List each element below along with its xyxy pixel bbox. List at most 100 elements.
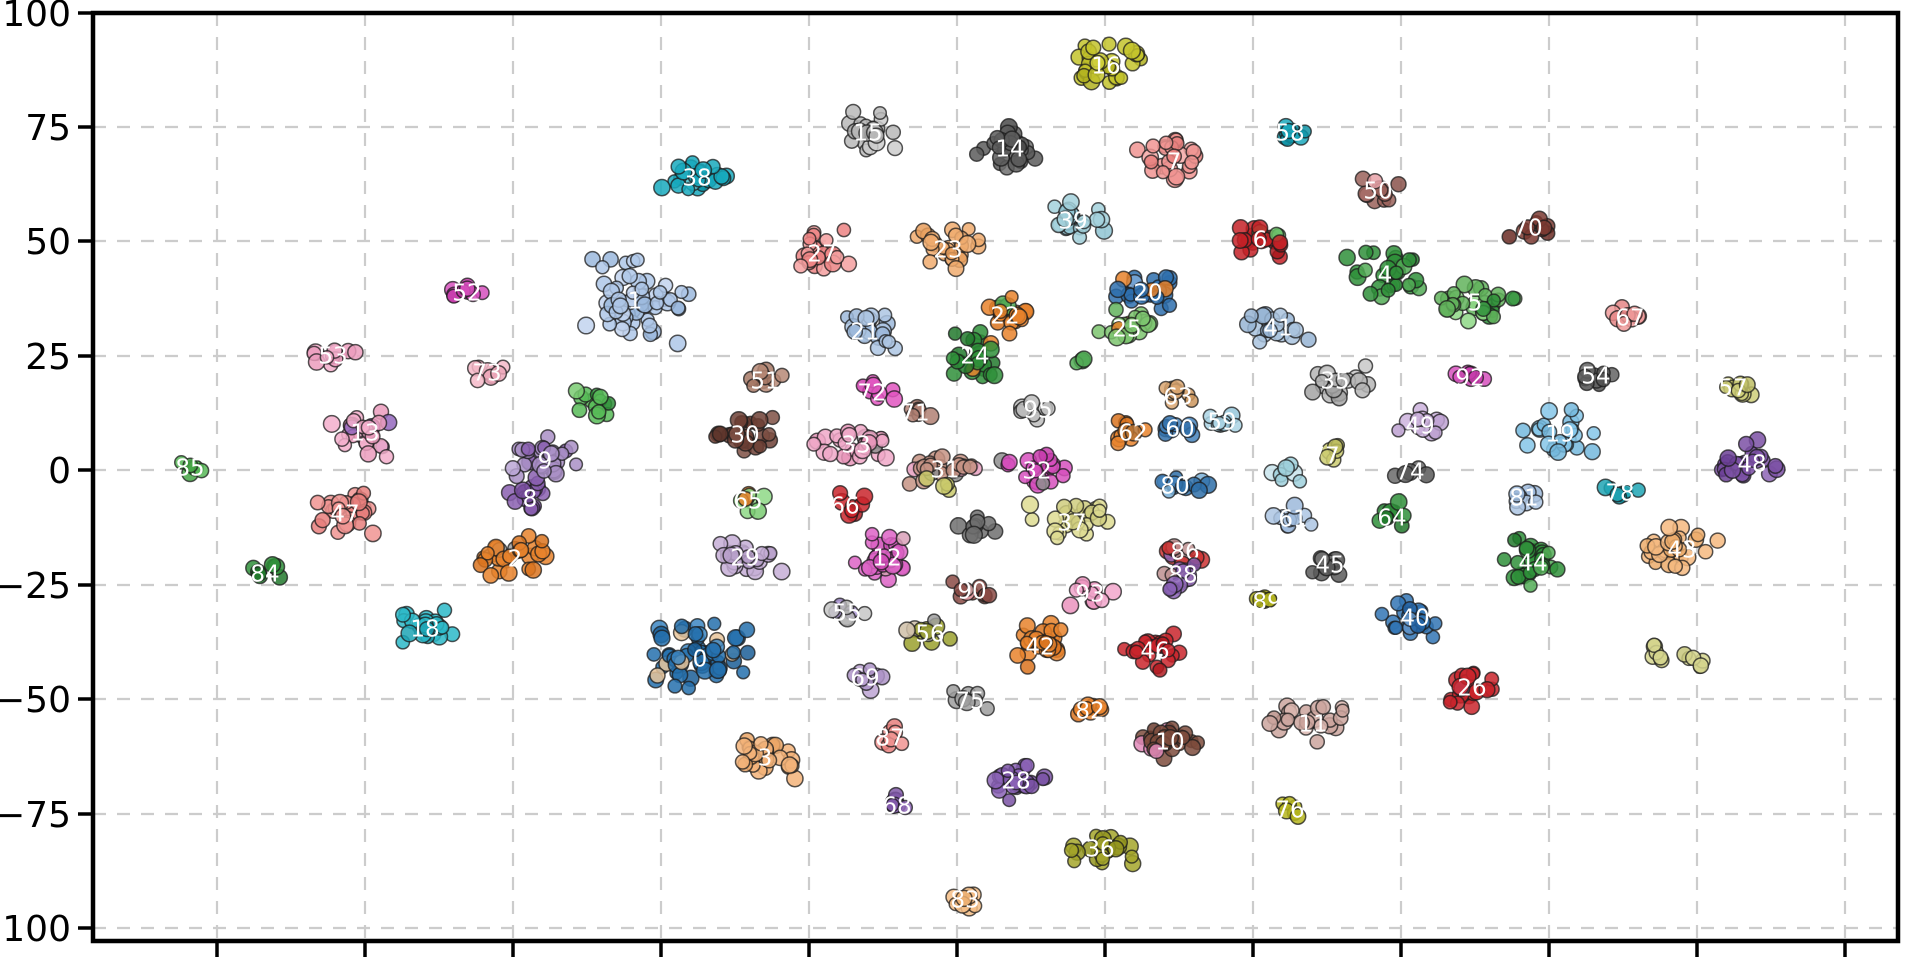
- cluster-dot: [793, 258, 809, 274]
- cluster-dot: [855, 672, 870, 687]
- cluster-dot: [1319, 448, 1337, 466]
- cluster-dot: [1357, 358, 1374, 374]
- cluster-90: 90: [945, 574, 998, 605]
- cluster-39: 39: [1047, 193, 1114, 245]
- cluster-16: 16: [1070, 36, 1149, 91]
- cluster-dot: [681, 680, 697, 696]
- cluster-label: 84: [250, 561, 279, 587]
- cluster-57: 57: [1718, 375, 1760, 404]
- cluster-dot: [897, 799, 914, 816]
- cluster-dot: [760, 752, 778, 769]
- cluster-label: 74: [1395, 459, 1424, 485]
- cluster-dot: [761, 427, 777, 442]
- cluster-label: 39: [1058, 208, 1087, 234]
- cluster-dot: [1152, 662, 1168, 678]
- cluster-dot: [670, 649, 687, 666]
- cluster-dot: [774, 367, 790, 384]
- cluster-dot: [933, 448, 951, 466]
- cluster-dot: [746, 378, 761, 394]
- cluster-81: 81: [1508, 483, 1544, 516]
- cluster-13: 13: [322, 403, 398, 465]
- cluster-41: 41: [1238, 306, 1317, 350]
- cluster-dot: [898, 621, 916, 640]
- cluster-dot: [1133, 281, 1150, 298]
- cluster-60: 60: [1157, 414, 1201, 444]
- cluster-dot: [1535, 219, 1553, 236]
- cluster-dot: [985, 366, 1004, 385]
- cluster-label: 19: [1545, 421, 1574, 447]
- cluster-dot: [1586, 425, 1601, 441]
- cluster-label: 93: [1075, 581, 1104, 607]
- cluster-dot: [319, 349, 335, 365]
- cluster-14: 14: [968, 118, 1044, 176]
- cluster-dot: [363, 524, 382, 543]
- cluster-19: 19: [1515, 401, 1601, 462]
- cluster-label: 48: [1737, 451, 1766, 477]
- cluster-dot: [1161, 414, 1179, 432]
- cluster-label: 65: [733, 488, 762, 514]
- cluster-dot: [1409, 411, 1426, 428]
- cluster-65: 65: [732, 485, 773, 520]
- cluster-dot: [1076, 214, 1092, 230]
- cluster-dot: [1697, 543, 1714, 560]
- cluster-55: 55: [823, 597, 873, 628]
- cluster-93: 93: [1061, 575, 1123, 615]
- cluster-67: 67: [1604, 298, 1648, 332]
- cluster-dot: [1719, 449, 1738, 467]
- cluster-dot: [958, 234, 977, 254]
- cluster-dot: [469, 372, 486, 389]
- cluster-dot: [1271, 234, 1289, 251]
- cluster-dot: [435, 620, 450, 635]
- cluster-dot: [806, 436, 822, 452]
- cluster-dot: [841, 426, 858, 444]
- cluster-dot: [780, 756, 799, 774]
- cluster-dot: [751, 362, 769, 381]
- cluster-dot: [847, 555, 862, 570]
- cluster-dot: [1577, 368, 1593, 385]
- cluster-label: 52: [452, 280, 481, 306]
- cluster-dot: [1459, 312, 1477, 330]
- cluster-61: 61: [1264, 496, 1319, 534]
- cluster-dot: [1380, 282, 1396, 298]
- cluster-label: 44: [1518, 550, 1547, 576]
- cluster-dot: [1243, 308, 1259, 324]
- cluster-label: 5: [1468, 290, 1483, 316]
- cluster-38: 38: [653, 155, 736, 197]
- cluster-dot: [1486, 293, 1501, 308]
- cluster-dot: [885, 124, 902, 141]
- cluster-dot: [1061, 193, 1080, 212]
- cluster-dot: [1455, 275, 1474, 294]
- cluster-63: 63: [1158, 378, 1199, 410]
- cluster-dot: [1451, 677, 1470, 696]
- cluster-label: 73: [472, 360, 501, 386]
- cluster-label: 40: [1400, 605, 1429, 631]
- cluster-dot: [1560, 421, 1579, 439]
- cluster-11: 11: [1261, 697, 1350, 750]
- cluster-label: 20: [1133, 280, 1162, 306]
- cluster-dot: [1366, 172, 1384, 190]
- cluster-dot: [1107, 328, 1126, 347]
- cluster-dot: [945, 351, 961, 366]
- cluster-dot: [1583, 443, 1601, 461]
- cluster-dot: [334, 431, 350, 447]
- cluster-dot: [707, 616, 722, 631]
- cluster-label: 27: [807, 241, 836, 267]
- cluster-dot: [1496, 552, 1512, 567]
- cluster-label: 56: [915, 621, 944, 647]
- cluster-label: 81: [1509, 485, 1538, 511]
- cluster-dot: [1388, 620, 1404, 636]
- cluster-dot: [962, 459, 978, 475]
- cluster-dot: [864, 526, 880, 542]
- cluster-dot: [752, 439, 768, 454]
- cluster-label: 2: [508, 546, 523, 572]
- cluster-dot: [1428, 425, 1443, 440]
- cluster-dot: [378, 448, 395, 465]
- cluster-43: 43: [1639, 518, 1726, 577]
- cluster-dot: [1145, 138, 1161, 154]
- cluster-dot: [359, 445, 378, 463]
- cluster-label: 21: [850, 319, 879, 345]
- cluster-2: 2: [472, 527, 555, 584]
- cluster-label: 14: [995, 136, 1024, 162]
- cluster-dot: [1128, 644, 1144, 660]
- cluster-label: 33: [841, 432, 870, 458]
